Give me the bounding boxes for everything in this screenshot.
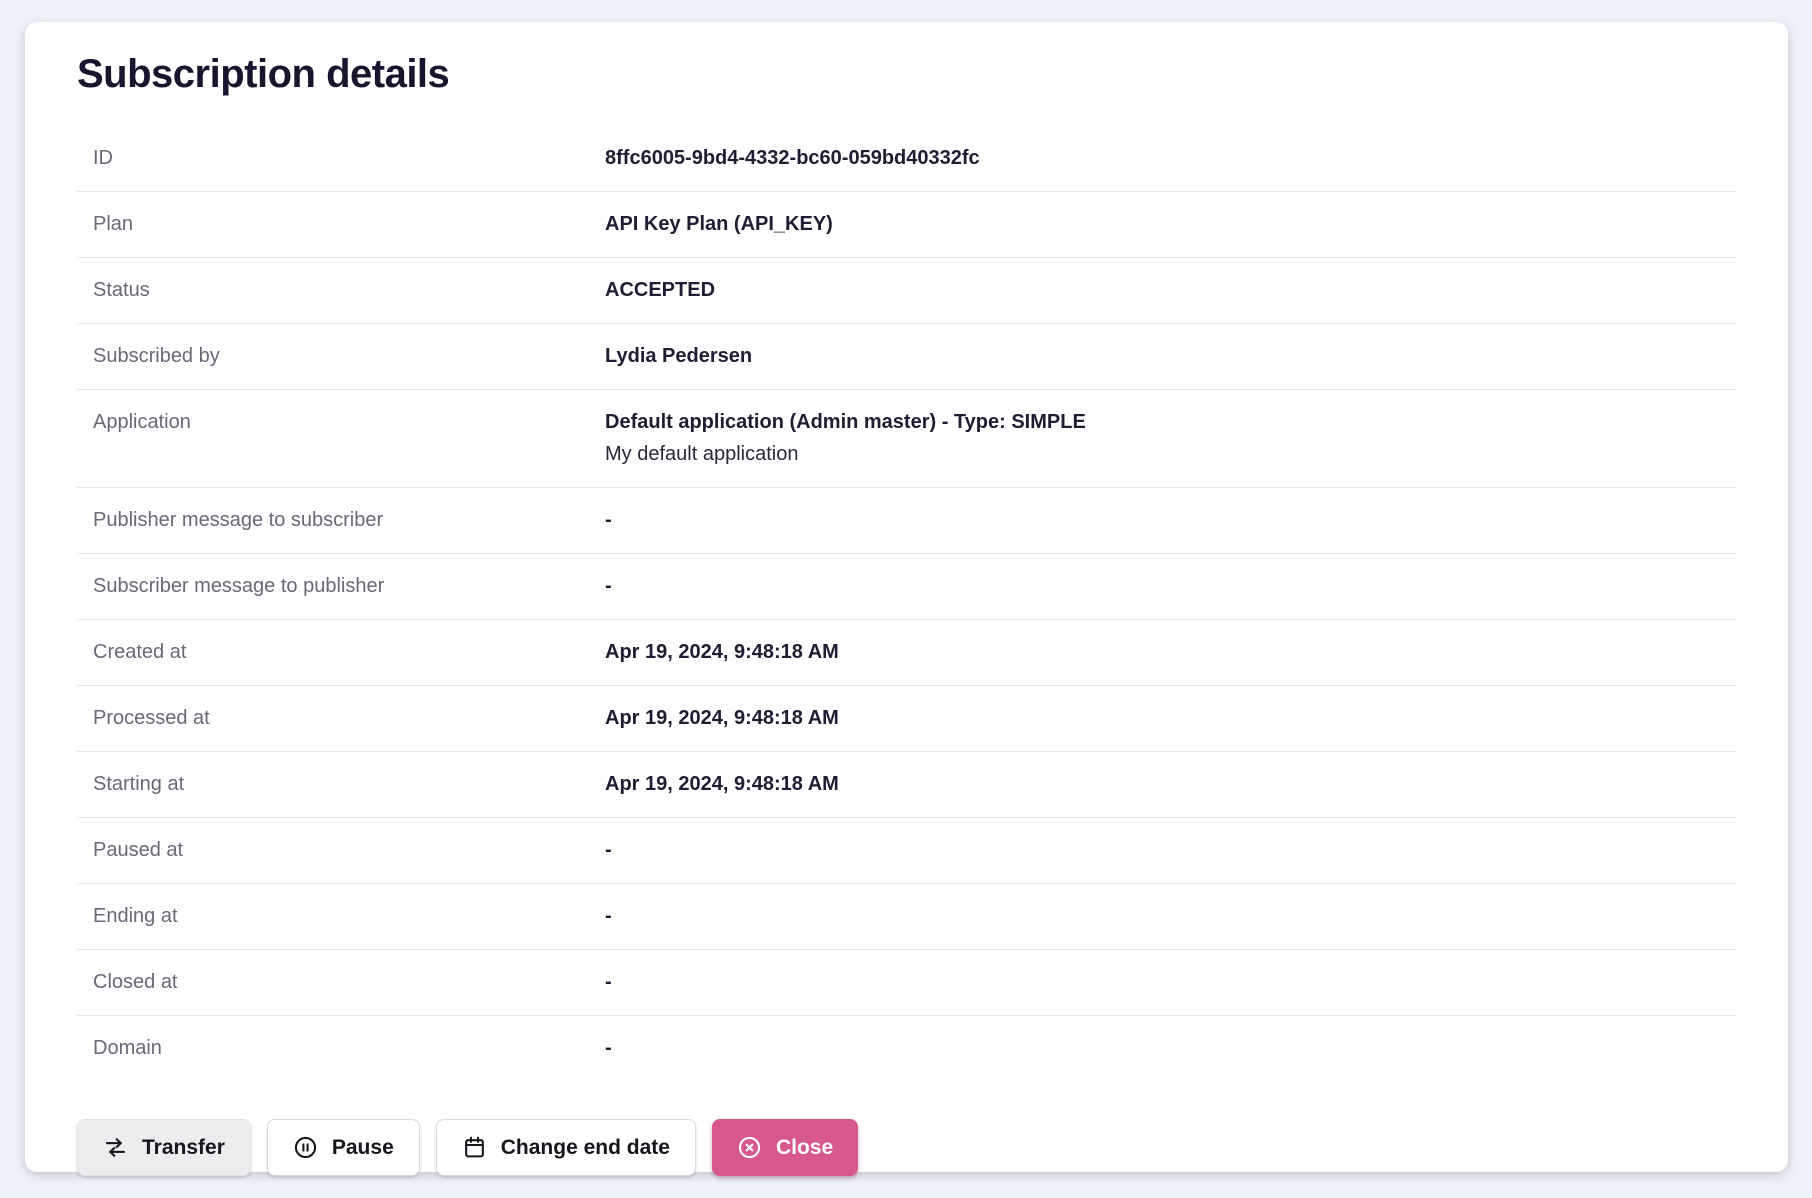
row-value: - bbox=[605, 904, 612, 929]
row-label: Paused at bbox=[93, 839, 184, 861]
calendar-icon bbox=[462, 1135, 487, 1160]
table-row: Ending at - bbox=[77, 884, 1736, 950]
row-value: - bbox=[605, 1036, 612, 1061]
table-row: Plan API Key Plan (API_KEY) bbox=[77, 192, 1736, 258]
row-value: Default application (Admin master) - Typ… bbox=[605, 410, 1086, 467]
row-value: 8ffc6005-9bd4-4332-bc60-059bd40332fc bbox=[605, 146, 980, 171]
row-label: Subscriber message to publisher bbox=[93, 575, 385, 597]
row-value: ACCEPTED bbox=[605, 278, 715, 303]
change-end-date-button-label: Change end date bbox=[500, 1135, 670, 1159]
row-value-secondary: My default application bbox=[605, 443, 799, 465]
table-row: ID 8ffc6005-9bd4-4332-bc60-059bd40332fc bbox=[77, 126, 1736, 192]
close-button-label: Close bbox=[775, 1135, 834, 1159]
row-value: Lydia Pedersen bbox=[605, 344, 752, 369]
row-label: Created at bbox=[93, 641, 187, 663]
table-row: Created at Apr 19, 2024, 9:48:18 AM bbox=[77, 620, 1736, 686]
row-value-primary: - bbox=[605, 1037, 612, 1059]
row-value-primary: Default application (Admin master) - Typ… bbox=[605, 411, 1086, 433]
row-label: Publisher message to subscriber bbox=[93, 509, 384, 531]
table-row: Application Default application (Admin m… bbox=[77, 390, 1736, 488]
row-value: - bbox=[605, 508, 612, 533]
row-value: - bbox=[605, 970, 612, 995]
row-label: Ending at bbox=[93, 905, 178, 927]
table-row: Subscriber message to publisher - bbox=[77, 554, 1736, 620]
row-value-primary: - bbox=[605, 839, 612, 861]
row-value-primary: Apr 19, 2024, 9:48:18 AM bbox=[605, 773, 839, 795]
row-label: Domain bbox=[93, 1037, 162, 1059]
row-label: Application bbox=[93, 411, 191, 433]
row-label: Processed at bbox=[93, 707, 210, 729]
row-value-primary: - bbox=[605, 971, 612, 993]
row-value: Apr 19, 2024, 9:48:18 AM bbox=[605, 772, 839, 797]
row-value-primary: API Key Plan (API_KEY) bbox=[605, 213, 833, 235]
subscription-details-card: Subscription details ID 8ffc6005-9bd4-43… bbox=[25, 22, 1788, 1176]
row-value: Apr 19, 2024, 9:48:18 AM bbox=[605, 640, 839, 665]
row-value-primary: - bbox=[605, 509, 612, 531]
row-value-primary: 8ffc6005-9bd4-4332-bc60-059bd40332fc bbox=[605, 147, 980, 169]
table-row: Processed at Apr 19, 2024, 9:48:18 AM bbox=[77, 686, 1736, 752]
actions-bar: Transfer Pause Change end date bbox=[77, 1119, 1736, 1176]
transfer-button-label: Transfer bbox=[142, 1135, 225, 1159]
page-title: Subscription details bbox=[77, 52, 450, 96]
row-value: API Key Plan (API_KEY) bbox=[605, 212, 833, 237]
row-value-primary: Apr 19, 2024, 9:48:18 AM bbox=[605, 707, 839, 729]
row-value-primary: Apr 19, 2024, 9:48:18 AM bbox=[605, 641, 839, 663]
transfer-button[interactable]: Transfer bbox=[77, 1119, 251, 1176]
row-value: - bbox=[605, 838, 612, 863]
table-row: Subscribed by Lydia Pedersen bbox=[77, 324, 1736, 390]
change-end-date-button[interactable]: Change end date bbox=[435, 1119, 696, 1176]
table-row: Paused at - bbox=[77, 818, 1736, 884]
row-value: - bbox=[605, 574, 612, 599]
table-row: Publisher message to subscriber - bbox=[77, 488, 1736, 554]
table-row: Starting at Apr 19, 2024, 9:48:18 AM bbox=[77, 752, 1736, 818]
row-label: Status bbox=[93, 279, 150, 301]
subscription-details-table: ID 8ffc6005-9bd4-4332-bc60-059bd40332fc … bbox=[77, 126, 1736, 1081]
row-label: Subscribed by bbox=[93, 345, 220, 367]
row-label: ID bbox=[93, 147, 113, 169]
pause-button-label: Pause bbox=[331, 1135, 394, 1159]
table-row: Closed at - bbox=[77, 950, 1736, 1016]
row-value-primary: ACCEPTED bbox=[605, 279, 716, 301]
row-value: Apr 19, 2024, 9:48:18 AM bbox=[605, 706, 839, 731]
row-label: Starting at bbox=[93, 773, 185, 795]
table-row: Domain - bbox=[77, 1016, 1736, 1081]
row-label: Plan bbox=[93, 213, 134, 235]
row-value-primary: - bbox=[605, 575, 612, 597]
pause-circle-icon bbox=[293, 1135, 318, 1160]
table-row: Status ACCEPTED bbox=[77, 258, 1736, 324]
pause-button[interactable]: Pause bbox=[266, 1119, 420, 1176]
cancel-circle-icon bbox=[737, 1135, 762, 1160]
close-button[interactable]: Close bbox=[711, 1119, 859, 1176]
row-label: Closed at bbox=[93, 971, 178, 993]
row-value-primary: - bbox=[605, 905, 612, 927]
row-value-primary: Lydia Pedersen bbox=[605, 345, 753, 367]
swap-arrows-icon bbox=[103, 1135, 128, 1160]
